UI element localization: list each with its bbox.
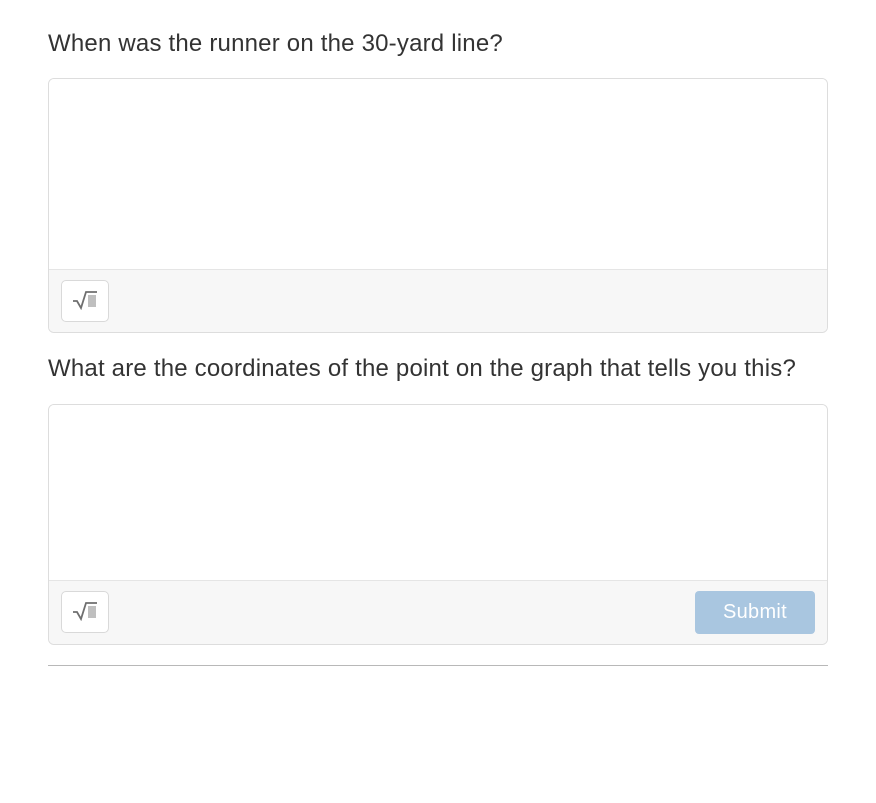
question-block-2: What are the coordinates of the point on… (48, 353, 828, 644)
math-tools-button-1[interactable] (61, 280, 109, 322)
answer-toolbar-2: Submit (49, 580, 827, 644)
page-divider (48, 665, 828, 666)
sqrt-icon (72, 290, 98, 313)
answer-container-1 (48, 78, 828, 333)
question-prompt-1: When was the runner on the 30-yard line? (48, 28, 828, 60)
question-prompt-2: What are the coordinates of the point on… (48, 353, 828, 385)
submit-button[interactable]: Submit (695, 591, 815, 634)
math-tools-button-2[interactable] (61, 591, 109, 633)
answer-input-1[interactable] (49, 79, 827, 269)
answer-input-2[interactable] (49, 405, 827, 580)
answer-container-2: Submit (48, 404, 828, 645)
sqrt-icon (72, 601, 98, 624)
question-block-1: When was the runner on the 30-yard line? (48, 28, 828, 333)
answer-toolbar-1 (49, 269, 827, 332)
